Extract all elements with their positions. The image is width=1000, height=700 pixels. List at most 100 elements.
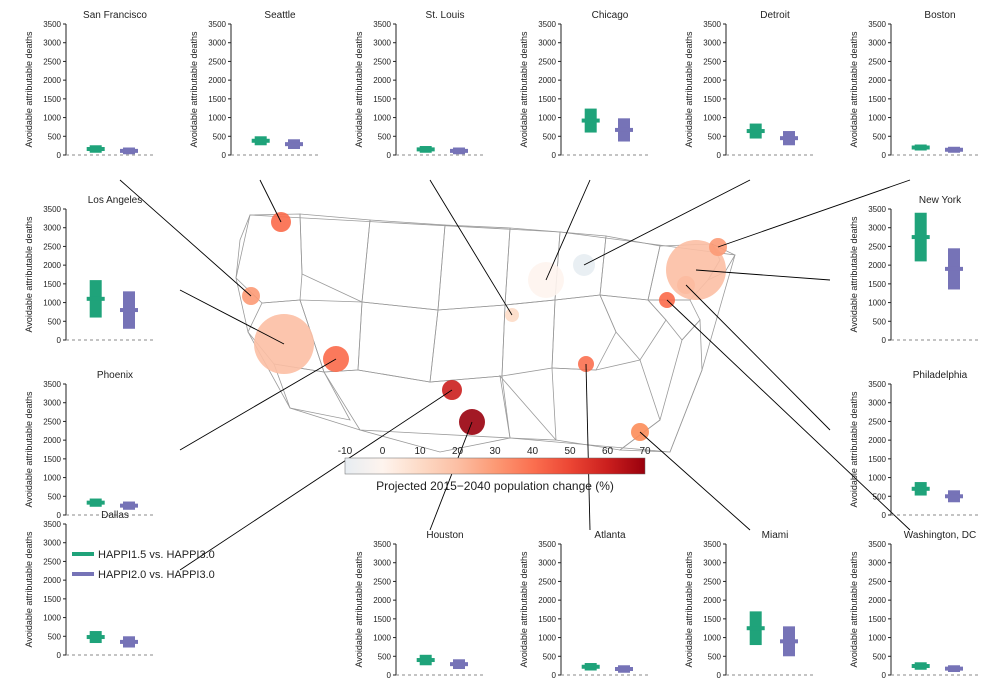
svg-text:500: 500 — [48, 317, 62, 326]
svg-text:1000: 1000 — [373, 114, 391, 123]
svg-text:3000: 3000 — [373, 559, 391, 568]
y-axis-label: Avoidable attributable deaths — [849, 216, 859, 332]
svg-text:2500: 2500 — [538, 577, 556, 586]
panel-title: St. Louis — [426, 10, 465, 21]
svg-text:1500: 1500 — [703, 615, 721, 624]
svg-text:1000: 1000 — [868, 474, 886, 483]
svg-text:3000: 3000 — [868, 39, 886, 48]
svg-text:3500: 3500 — [43, 380, 61, 389]
svg-text:3500: 3500 — [868, 380, 886, 389]
svg-text:2500: 2500 — [703, 577, 721, 586]
svg-text:0: 0 — [882, 671, 887, 680]
city-panel: Houston0500100015002000250030003500Avoid… — [354, 530, 486, 680]
svg-text:-10: -10 — [338, 446, 353, 457]
svg-text:3000: 3000 — [43, 539, 61, 548]
svg-text:1500: 1500 — [43, 280, 61, 289]
svg-text:3000: 3000 — [703, 559, 721, 568]
y-axis-label: Avoidable attributable deaths — [849, 391, 859, 507]
svg-text:500: 500 — [543, 652, 557, 661]
svg-text:500: 500 — [48, 132, 62, 141]
svg-text:500: 500 — [378, 132, 392, 141]
svg-text:1000: 1000 — [703, 114, 721, 123]
panel-title: Boston — [924, 10, 955, 21]
svg-text:0: 0 — [882, 151, 887, 160]
svg-text:30: 30 — [489, 446, 501, 457]
svg-text:2000: 2000 — [538, 596, 556, 605]
svg-text:2000: 2000 — [43, 576, 61, 585]
panel-title: Seattle — [264, 10, 296, 21]
svg-text:3000: 3000 — [703, 39, 721, 48]
svg-text:0: 0 — [57, 151, 62, 160]
y-axis-label: Avoidable attributable deaths — [24, 531, 34, 647]
svg-text:0: 0 — [717, 671, 722, 680]
svg-text:2000: 2000 — [868, 261, 886, 270]
svg-text:3500: 3500 — [538, 20, 556, 29]
svg-text:0: 0 — [387, 151, 392, 160]
svg-text:1000: 1000 — [208, 114, 226, 123]
panel-title: San Francisco — [83, 10, 147, 21]
svg-text:0: 0 — [552, 671, 557, 680]
svg-text:10: 10 — [414, 446, 426, 457]
city-panel: Chicago0500100015002000250030003500Avoid… — [519, 10, 651, 160]
svg-text:1500: 1500 — [43, 595, 61, 604]
svg-text:2500: 2500 — [43, 557, 61, 566]
svg-text:3500: 3500 — [43, 520, 61, 529]
figure: -10010203040506070Projected 2015−2040 po… — [0, 0, 1000, 700]
svg-text:500: 500 — [873, 492, 887, 501]
panel-title: Miami — [762, 530, 789, 541]
svg-text:3000: 3000 — [868, 224, 886, 233]
city-panel: New York0500100015002000250030003500Avoi… — [849, 195, 981, 345]
city-panel: Washington, DC05001000150020002500300035… — [849, 530, 981, 680]
svg-text:60: 60 — [602, 446, 614, 457]
y-axis-label: Avoidable attributable deaths — [684, 31, 694, 147]
svg-text:1500: 1500 — [868, 280, 886, 289]
colorbar: -10010203040506070Projected 2015−2040 po… — [338, 446, 651, 493]
svg-text:1500: 1500 — [703, 95, 721, 104]
svg-text:3000: 3000 — [538, 559, 556, 568]
svg-text:3000: 3000 — [868, 399, 886, 408]
svg-text:0: 0 — [387, 671, 392, 680]
svg-text:2000: 2000 — [208, 76, 226, 85]
y-axis-label: Avoidable attributable deaths — [849, 551, 859, 667]
svg-text:2000: 2000 — [868, 76, 886, 85]
svg-text:500: 500 — [378, 652, 392, 661]
svg-text:2500: 2500 — [868, 57, 886, 66]
svg-text:3000: 3000 — [43, 39, 61, 48]
svg-text:40: 40 — [527, 446, 539, 457]
svg-text:0: 0 — [222, 151, 227, 160]
svg-text:1000: 1000 — [538, 114, 556, 123]
svg-text:2500: 2500 — [43, 242, 61, 251]
panel-title: Washington, DC — [904, 530, 976, 541]
city-panel: Miami0500100015002000250030003500Avoidab… — [684, 530, 816, 680]
svg-text:0: 0 — [57, 336, 62, 345]
svg-text:3500: 3500 — [208, 20, 226, 29]
svg-text:2500: 2500 — [868, 242, 886, 251]
y-axis-label: Avoidable attributable deaths — [24, 31, 34, 147]
svg-text:1000: 1000 — [868, 299, 886, 308]
svg-text:500: 500 — [708, 132, 722, 141]
svg-text:1000: 1000 — [373, 634, 391, 643]
city-panel: San Francisco050010001500200025003000350… — [24, 10, 156, 160]
city-panel: Boston0500100015002000250030003500Avoida… — [849, 10, 981, 160]
panel-title: Los Angeles — [88, 195, 143, 206]
svg-text:1000: 1000 — [538, 634, 556, 643]
svg-text:70: 70 — [639, 446, 651, 457]
city-panel: Seattle0500100015002000250030003500Avoid… — [189, 10, 321, 160]
svg-text:500: 500 — [873, 317, 887, 326]
panel-title: Dallas — [101, 510, 129, 521]
svg-text:2500: 2500 — [868, 417, 886, 426]
svg-text:1500: 1500 — [868, 615, 886, 624]
svg-text:1500: 1500 — [43, 455, 61, 464]
city-panel: Detroit0500100015002000250030003500Avoid… — [684, 10, 816, 160]
y-axis-label: Avoidable attributable deaths — [684, 551, 694, 667]
svg-text:0: 0 — [380, 446, 386, 457]
svg-text:500: 500 — [873, 652, 887, 661]
svg-text:1000: 1000 — [868, 634, 886, 643]
svg-text:1000: 1000 — [43, 614, 61, 623]
svg-text:20: 20 — [452, 446, 464, 457]
svg-text:3500: 3500 — [373, 540, 391, 549]
city-panel: Atlanta0500100015002000250030003500Avoid… — [519, 530, 651, 680]
svg-text:1500: 1500 — [868, 455, 886, 464]
svg-text:500: 500 — [708, 652, 722, 661]
svg-text:0: 0 — [57, 511, 62, 520]
